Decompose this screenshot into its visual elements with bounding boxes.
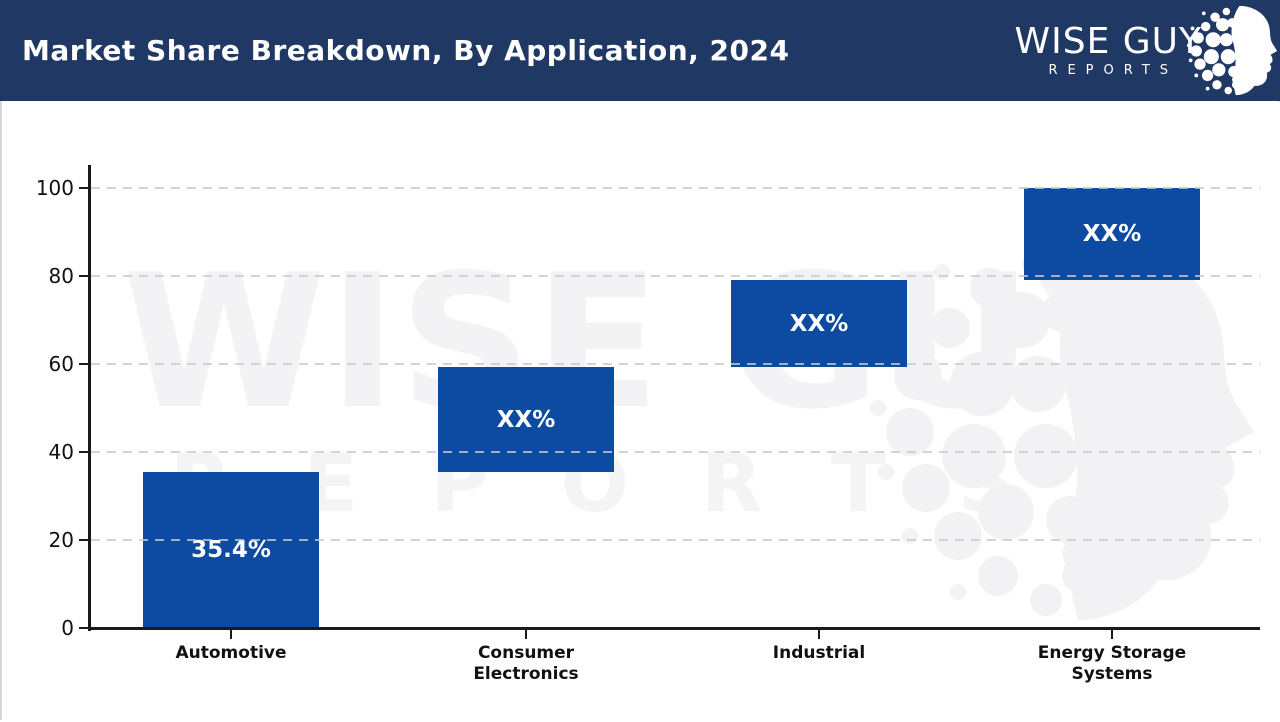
y-tick-60 (79, 363, 89, 365)
bar-industrial: XX% (731, 280, 907, 367)
brand-subname: REPORTS (1038, 64, 1178, 77)
y-axis-line (88, 165, 91, 631)
y-tick-label-20: 20 (2, 528, 74, 552)
y-tick-20 (79, 539, 89, 541)
x-axis-label-line: Systems (992, 664, 1232, 685)
gridline-40 (91, 451, 1260, 453)
dotted-face-icon (1182, 4, 1280, 98)
y-tick-40 (79, 451, 89, 453)
bar-automotive: 35.4% (143, 472, 319, 628)
x-axis-label-line: Consumer (406, 643, 646, 664)
x-axis-label-line: Automotive (111, 643, 351, 664)
y-tick-80 (79, 275, 89, 277)
x-tick-energy-storage-systems (1111, 630, 1113, 639)
bar-value-label: 35.4% (191, 537, 271, 563)
gridline-20 (91, 539, 1260, 541)
x-axis-label-automotive: Automotive (111, 643, 351, 664)
brand-name: WISE GUY (1015, 24, 1203, 60)
x-axis-label-line: Industrial (699, 643, 939, 664)
header-bar: Market Share Breakdown, By Application, … (0, 0, 1280, 101)
y-tick-label-100: 100 (2, 176, 74, 200)
bar-value-label: XX% (1083, 221, 1142, 247)
bar-energy-storage-systems: XX% (1024, 188, 1200, 280)
x-tick-industrial (818, 630, 820, 639)
brand-logo-text: WISE GUY REPORTS (1015, 24, 1203, 77)
gridline-60 (91, 363, 1260, 365)
x-tick-automotive (230, 630, 232, 639)
page-title: Market Share Breakdown, By Application, … (0, 34, 789, 67)
y-tick-label-80: 80 (2, 264, 74, 288)
x-axis-label-industrial: Industrial (699, 643, 939, 664)
y-tick-label-40: 40 (2, 440, 74, 464)
y-tick-100 (79, 187, 89, 189)
gridline-80 (91, 275, 1260, 277)
bar-value-label: XX% (790, 311, 849, 337)
x-axis-line (88, 627, 1260, 630)
y-tick-label-0: 0 (2, 616, 74, 640)
y-tick-label-60: 60 (2, 352, 74, 376)
x-axis-label-line: Energy Storage (992, 643, 1232, 664)
brand-logo: WISE GUY REPORTS (1015, 0, 1280, 101)
x-axis-label-line: Electronics (406, 664, 646, 685)
x-tick-consumer-electronics (525, 630, 527, 639)
bar-consumer-electronics: XX% (438, 367, 614, 472)
gridline-100 (91, 187, 1260, 189)
y-tick-0 (79, 627, 89, 629)
bar-value-label: XX% (497, 407, 556, 433)
